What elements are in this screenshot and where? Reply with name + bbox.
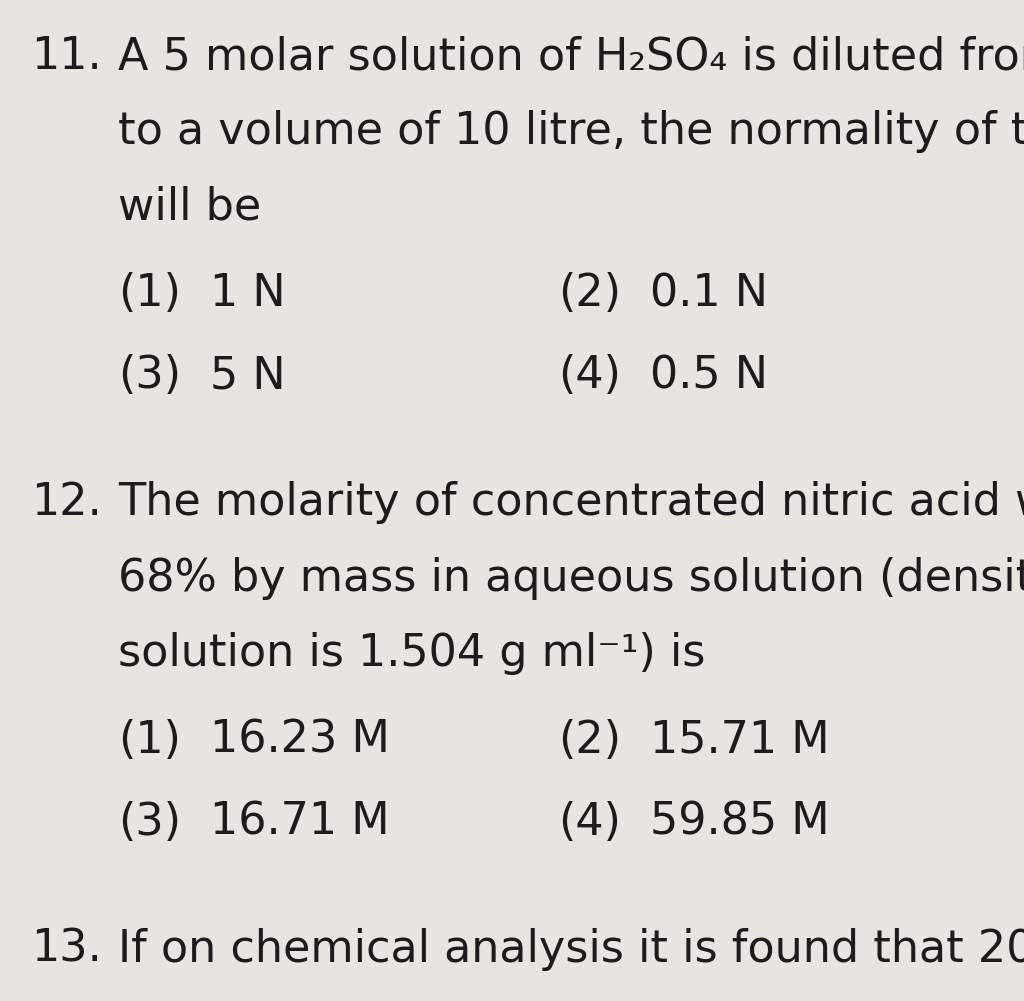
Text: 16.71 M: 16.71 M bbox=[210, 801, 389, 844]
Text: 1 N: 1 N bbox=[210, 272, 286, 315]
Text: 0.1 N: 0.1 N bbox=[650, 272, 768, 315]
Text: 68% by mass in aqueous solution (density of aq.: 68% by mass in aqueous solution (density… bbox=[118, 557, 1024, 600]
Text: (4): (4) bbox=[558, 354, 621, 397]
Text: (2): (2) bbox=[558, 272, 622, 315]
Text: 11.: 11. bbox=[31, 35, 101, 78]
Text: 13.: 13. bbox=[31, 928, 101, 971]
Text: If on chemical analysis it is found that 200 ml of: If on chemical analysis it is found that… bbox=[118, 928, 1024, 971]
Text: will be: will be bbox=[118, 185, 261, 228]
Text: 12.: 12. bbox=[31, 481, 101, 525]
Text: 59.85 M: 59.85 M bbox=[650, 801, 829, 844]
Text: (1): (1) bbox=[118, 272, 180, 315]
Text: A 5 molar solution of H₂SO₄ is diluted from 1 litre: A 5 molar solution of H₂SO₄ is diluted f… bbox=[118, 35, 1024, 78]
Text: (3): (3) bbox=[118, 801, 181, 844]
Text: 15.71 M: 15.71 M bbox=[650, 719, 829, 762]
Text: The molarity of concentrated nitric acid which is: The molarity of concentrated nitric acid… bbox=[118, 481, 1024, 525]
Text: (3): (3) bbox=[118, 354, 181, 397]
Text: (1): (1) bbox=[118, 719, 180, 762]
Text: (4): (4) bbox=[558, 801, 621, 844]
Text: 16.23 M: 16.23 M bbox=[210, 719, 390, 762]
Text: 0.5 N: 0.5 N bbox=[650, 354, 768, 397]
Text: (2): (2) bbox=[558, 719, 622, 762]
Text: 5 N: 5 N bbox=[210, 354, 286, 397]
Text: solution is 1.504 g ml⁻¹) is: solution is 1.504 g ml⁻¹) is bbox=[118, 632, 706, 675]
Text: to a volume of 10 litre, the normality of the solution: to a volume of 10 litre, the normality o… bbox=[118, 110, 1024, 153]
